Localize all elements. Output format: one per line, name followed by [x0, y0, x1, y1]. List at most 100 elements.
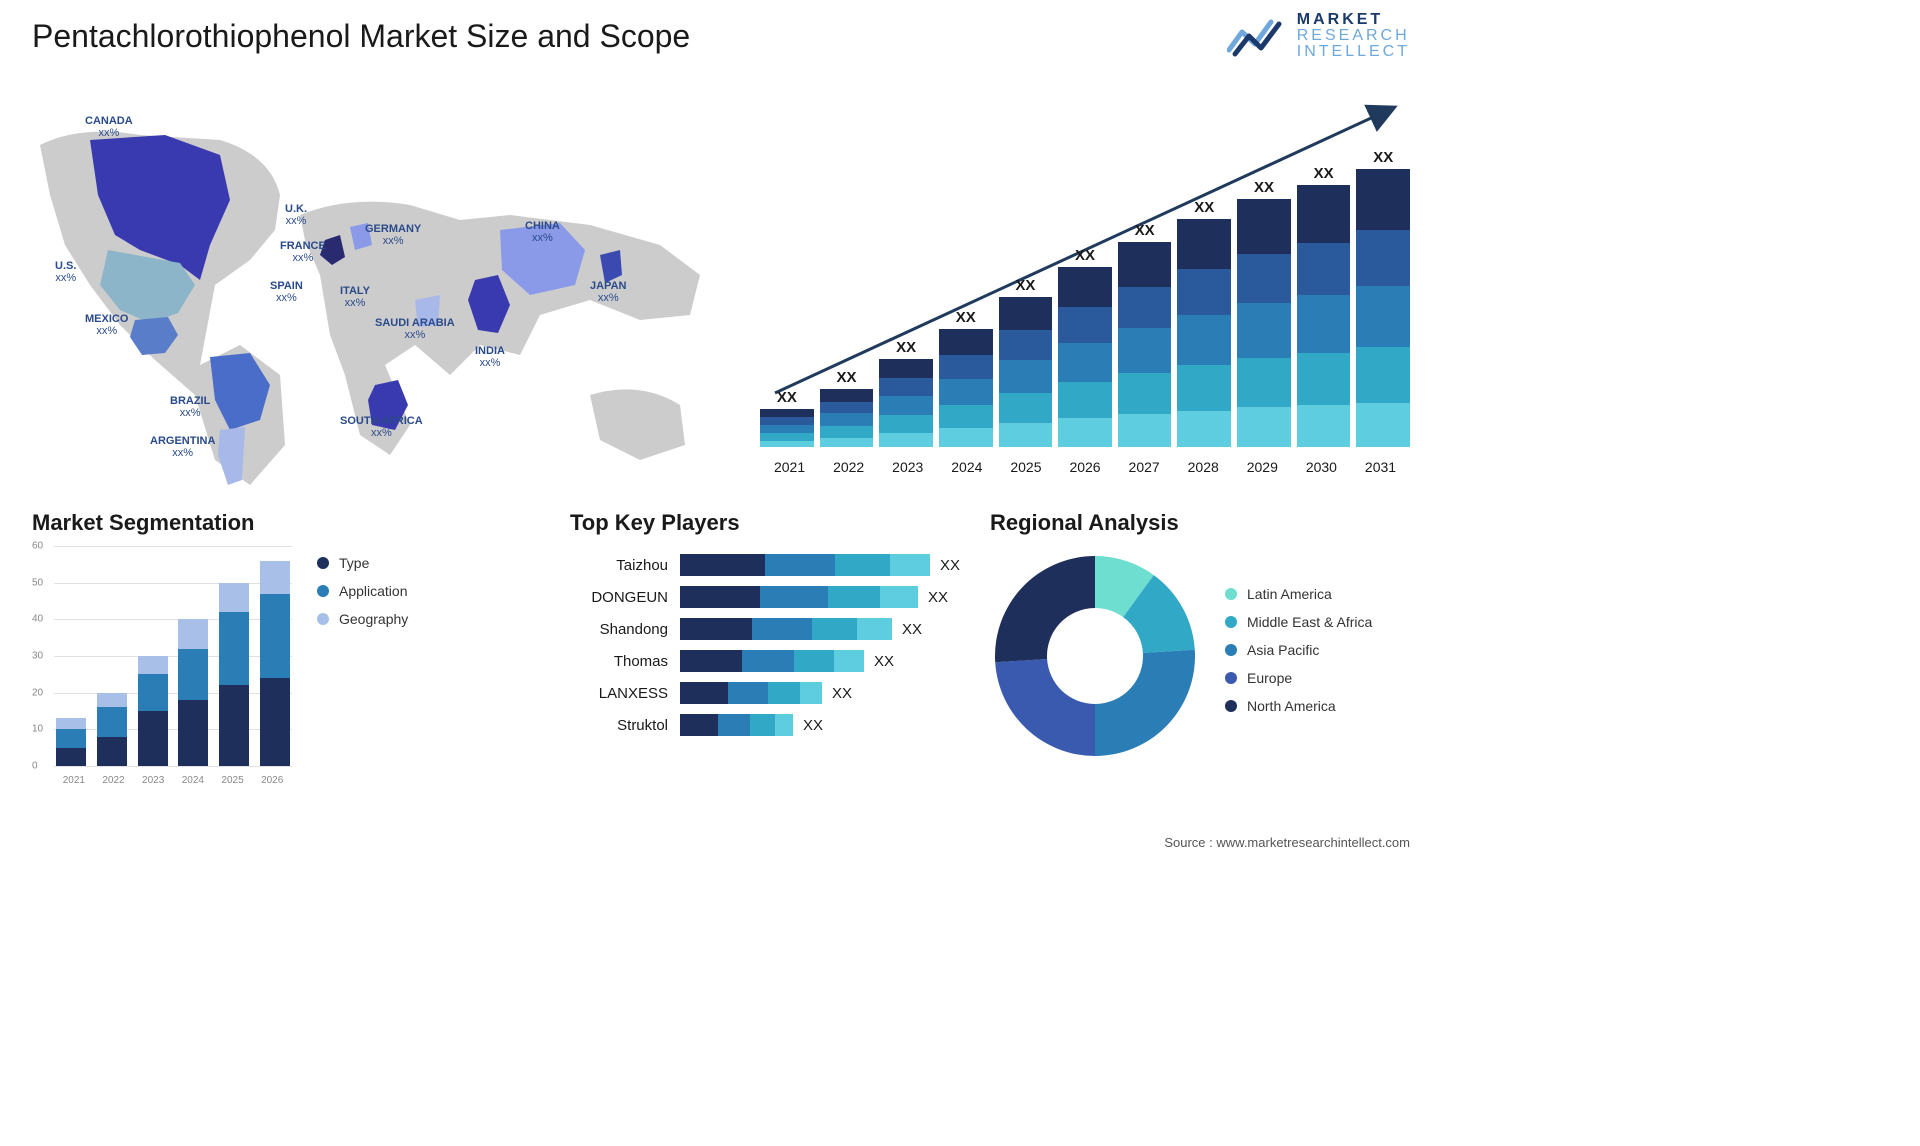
growth-bar	[1118, 242, 1172, 447]
growth-segment	[1058, 307, 1112, 343]
map-label-china: CHINAxx%	[525, 220, 560, 244]
player-segment	[728, 682, 768, 704]
growth-segment	[999, 297, 1053, 330]
growth-segment	[1356, 403, 1410, 447]
player-segment	[742, 650, 794, 672]
region-legend-item: Latin America	[1225, 586, 1372, 602]
growth-segment	[1237, 254, 1291, 304]
segmentation-chart: 0102030405060 202120222023202420252026	[32, 546, 292, 786]
player-segment	[768, 682, 800, 704]
growth-segment	[1356, 169, 1410, 230]
market-segmentation-section: Market Segmentation 0102030405060 202120…	[32, 510, 452, 786]
growth-value-label: XX	[1373, 149, 1393, 166]
growth-segment	[1118, 328, 1172, 373]
growth-bar	[879, 359, 933, 447]
seg-segment	[138, 656, 168, 674]
growth-year-label: 2030	[1292, 459, 1351, 475]
player-segment	[800, 682, 822, 704]
region-legend-item: Europe	[1225, 670, 1372, 686]
player-name: Taizhou	[570, 557, 680, 574]
player-bar	[680, 650, 864, 672]
growth-col-2031: XX	[1356, 149, 1410, 447]
regions-title: Regional Analysis	[990, 510, 1410, 536]
seg-segment	[56, 748, 86, 766]
growth-col-2024: XX	[939, 309, 993, 447]
growth-segment	[1118, 242, 1172, 287]
growth-segment	[1177, 219, 1231, 269]
growth-segment	[999, 393, 1053, 423]
growth-segment	[999, 423, 1053, 447]
player-segment	[857, 618, 892, 640]
seg-ytick: 60	[32, 541, 43, 552]
legend-label: Geography	[339, 611, 408, 627]
regions-donut-chart	[990, 551, 1200, 761]
player-value: XX	[803, 717, 823, 734]
player-row: StruktolXX	[570, 714, 1000, 736]
legend-swatch-icon	[1225, 588, 1237, 600]
player-segment	[680, 618, 752, 640]
source-text: Source : www.marketresearchintellect.com	[1164, 835, 1410, 850]
player-bar	[680, 618, 892, 640]
region-legend-item: Asia Pacific	[1225, 642, 1372, 658]
growth-segment	[1118, 373, 1172, 414]
map-label-south-africa: SOUTH AFRICAxx%	[340, 415, 423, 439]
growth-segment	[760, 417, 814, 425]
seg-segment	[178, 649, 208, 700]
growth-chart: XXXXXXXXXXXXXXXXXXXXXX 20212022202320242…	[760, 95, 1410, 475]
player-row: TaizhouXX	[570, 554, 1000, 576]
seg-ytick: 50	[32, 577, 43, 588]
player-bar	[680, 586, 918, 608]
seg-year-label: 2024	[173, 775, 213, 786]
growth-bar	[760, 409, 814, 447]
seg-segment	[178, 619, 208, 648]
growth-year-label: 2025	[996, 459, 1055, 475]
brand-line2: RESEARCH	[1297, 28, 1410, 44]
player-value: XX	[928, 589, 948, 606]
seg-year-label: 2023	[133, 775, 173, 786]
growth-col-2022: XX	[820, 369, 874, 447]
growth-bar	[939, 329, 993, 447]
growth-bar	[999, 297, 1053, 447]
seg-segment	[260, 561, 290, 594]
seg-year-label: 2026	[252, 775, 292, 786]
player-name: LANXESS	[570, 685, 680, 702]
player-row: DONGEUNXX	[570, 586, 1000, 608]
growth-bar	[1058, 267, 1112, 447]
player-row: LANXESSXX	[570, 682, 1000, 704]
player-segment	[680, 714, 718, 736]
regions-legend: Latin AmericaMiddle East & AfricaAsia Pa…	[1225, 586, 1372, 726]
brand-line3: INTELLECT	[1297, 44, 1410, 60]
legend-swatch-icon	[1225, 616, 1237, 628]
seg-segment	[260, 678, 290, 766]
donut-slice	[995, 659, 1095, 756]
growth-value-label: XX	[1075, 247, 1095, 264]
segmentation-title: Market Segmentation	[32, 510, 452, 536]
growth-segment	[1177, 269, 1231, 315]
growth-segment	[879, 359, 933, 378]
growth-segment	[820, 389, 874, 402]
player-value: XX	[874, 653, 894, 670]
legend-swatch-icon	[317, 585, 329, 597]
seg-segment	[219, 583, 249, 612]
growth-segment	[939, 405, 993, 429]
seg-year-label: 2022	[94, 775, 134, 786]
seg-gridline	[54, 766, 292, 767]
legend-label: North America	[1247, 698, 1336, 714]
growth-segment	[820, 426, 874, 438]
seg-segment	[97, 693, 127, 708]
page-title: Pentachlorothiophenol Market Size and Sc…	[32, 18, 690, 55]
growth-year-label: 2031	[1351, 459, 1410, 475]
growth-segment	[760, 425, 814, 433]
growth-segment	[1237, 199, 1291, 254]
seg-segment	[138, 711, 168, 766]
growth-year-label: 2022	[819, 459, 878, 475]
player-row: Thomas XX	[570, 650, 1000, 672]
seg-segment	[219, 612, 249, 685]
players-title: Top Key Players	[570, 510, 1000, 536]
growth-col-2023: XX	[879, 339, 933, 447]
map-label-india: INDIAxx%	[475, 345, 505, 369]
map-label-france: FRANCExx%	[280, 240, 326, 264]
player-name: Thomas	[570, 653, 680, 670]
map-label-italy: ITALYxx%	[340, 285, 370, 309]
segmentation-legend: TypeApplicationGeography	[317, 555, 408, 639]
